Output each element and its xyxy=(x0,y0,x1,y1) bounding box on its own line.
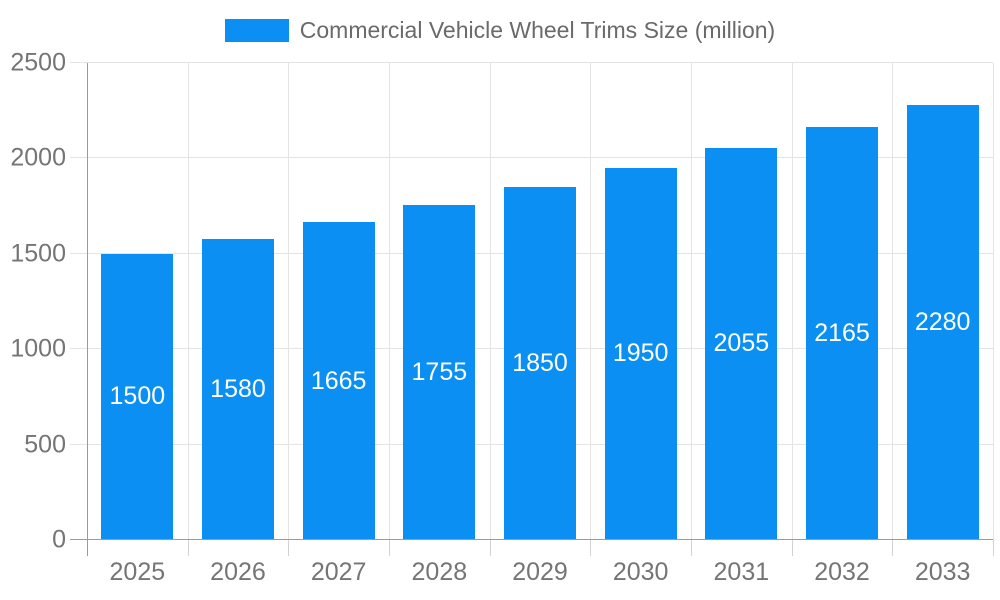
x-axis-label: 2027 xyxy=(310,558,367,586)
y-axis-label: 2500 xyxy=(10,48,66,77)
legend-label: Commercial Vehicle Wheel Trims Size (mil… xyxy=(299,17,776,43)
x-axis-label: 2032 xyxy=(814,558,870,586)
x-tick xyxy=(590,540,592,556)
gridline-v xyxy=(892,63,894,540)
bar-2026[interactable]: 1580 xyxy=(201,238,274,540)
gridline-v xyxy=(791,63,793,540)
x-tick xyxy=(892,540,894,556)
bar-value-label: 1580 xyxy=(210,374,266,403)
gridline-v xyxy=(388,63,390,540)
legend-swatch xyxy=(224,19,289,43)
x-tick xyxy=(489,540,491,556)
gridline-v xyxy=(489,63,491,540)
gridline-v xyxy=(690,63,692,540)
x-axis-label: 2030 xyxy=(612,558,669,586)
x-tick xyxy=(388,540,390,556)
bar-2027[interactable]: 1665 xyxy=(302,222,375,540)
y-axis-label: 0 xyxy=(52,525,66,554)
y-tick xyxy=(70,62,87,63)
x-axis-line xyxy=(70,539,993,540)
x-axis-label: 2031 xyxy=(713,558,770,586)
x-tick xyxy=(690,540,692,556)
bar-value-label: 2280 xyxy=(914,307,971,336)
bar-value-label: 1850 xyxy=(512,349,568,378)
y-tick xyxy=(70,348,87,350)
bar-value-label: 2055 xyxy=(713,329,770,358)
bar-value-label: 1500 xyxy=(109,382,166,411)
x-tick xyxy=(791,540,793,556)
bar-2029[interactable]: 1850 xyxy=(504,187,576,540)
gridline-v xyxy=(288,63,290,540)
bar-value-label: 2165 xyxy=(814,318,870,347)
y-axis-label: 500 xyxy=(24,430,66,459)
legend[interactable]: Commercial Vehicle Wheel Trims Size (mil… xyxy=(0,17,1000,43)
y-axis-label: 1000 xyxy=(10,334,66,363)
bar-2033[interactable]: 2280 xyxy=(906,104,979,540)
y-axis-line xyxy=(87,63,88,556)
bar-2025[interactable]: 1500 xyxy=(101,253,174,540)
x-tick xyxy=(187,540,189,556)
bar-2028[interactable]: 1755 xyxy=(403,205,476,540)
x-tick xyxy=(288,540,290,556)
x-axis-label: 2029 xyxy=(512,558,568,586)
x-axis-label: 2028 xyxy=(411,558,468,586)
gridline-v xyxy=(187,63,189,540)
bar-value-label: 1755 xyxy=(411,358,468,387)
bar-2031[interactable]: 2055 xyxy=(705,147,778,540)
gridline-v xyxy=(993,63,994,540)
bar-2032[interactable]: 2165 xyxy=(806,126,878,540)
y-tick xyxy=(70,252,87,254)
x-axis-labels: 2025 2026 2027 2028 2029 2030 2031 2032 2033 xyxy=(87,557,993,591)
bar-value-label: 1950 xyxy=(612,339,669,368)
x-axis-label: 2026 xyxy=(210,558,266,586)
bar-value-label: 1665 xyxy=(310,366,367,395)
gridline-h xyxy=(87,62,993,63)
y-axis-labels: 0 500 1000 1500 2000 2500 xyxy=(0,50,66,552)
x-axis-label: 2033 xyxy=(914,558,971,586)
gridline-v xyxy=(590,63,592,540)
y-axis-label: 2000 xyxy=(10,143,66,172)
x-axis-label: 2025 xyxy=(109,558,166,586)
y-tick xyxy=(70,443,87,445)
gridline-h xyxy=(87,157,993,159)
x-tick xyxy=(993,540,994,556)
y-axis-label: 1500 xyxy=(10,239,66,268)
y-tick xyxy=(70,157,87,159)
bar-2030[interactable]: 1950 xyxy=(604,167,677,540)
plot-area: 1500 1580 1665 1755 1850 1950 2055 2165 2280 xyxy=(70,62,994,556)
